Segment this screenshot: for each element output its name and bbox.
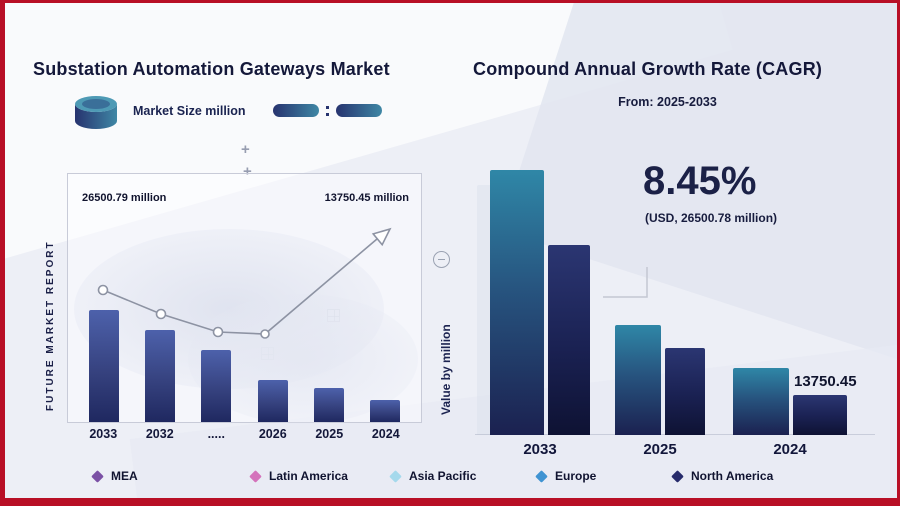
left-x-label: 2032: [145, 427, 174, 441]
legend-label: Latin America: [269, 469, 348, 483]
legend-diamond: [671, 469, 684, 483]
right-bar-2025-primary: [615, 325, 661, 435]
legend-diamond: [389, 469, 402, 483]
legend-item: MEA: [91, 469, 138, 483]
left-chart-annotation-right: 13750.45 million: [324, 192, 409, 204]
left-x-label: 2033: [89, 427, 118, 441]
left-x-label: .....: [207, 427, 225, 441]
left-bar-2033: [89, 310, 120, 422]
page-title-left: Substation Automation Gateways Market: [33, 59, 390, 79]
legend-item: North America: [671, 469, 774, 483]
legend-item: Asia Pacific: [389, 469, 477, 483]
legend-diamond: [91, 469, 104, 483]
right-chart-group: [490, 170, 590, 435]
left-bar-2032: [145, 330, 176, 422]
left-chart-annotation-left: 26500.79 million: [82, 192, 167, 204]
pill-shape-left: [273, 104, 319, 117]
legend-label: North America: [691, 469, 774, 483]
left-x-label: 2025: [315, 427, 344, 441]
cagr-note: (USD, 26500.78 million): [645, 211, 778, 225]
market-size-legend-label: Market Size million: [133, 104, 246, 118]
left-bar-2026: [257, 380, 288, 422]
left-bar-2025: [313, 388, 344, 422]
left-x-label: 2026: [258, 427, 287, 441]
right-x-label: 2025: [643, 441, 677, 458]
right-bar-2025-secondary: [665, 348, 705, 435]
left-bar-.....: [201, 350, 232, 422]
right-chart: 2033 2025 2024: [475, 163, 885, 458]
legend-diamond: [535, 469, 548, 483]
page-title-right: Compound Annual Growth Rate (CAGR): [473, 59, 823, 79]
watermark-vertical-text: FUTURE MARKET REPORT: [45, 240, 56, 411]
right-bar-2024-primary: [733, 368, 789, 435]
left-chart-frame: 26500.79 million 13750.45 million: [67, 172, 422, 424]
right-bar-2033-secondary: [548, 245, 590, 435]
left-chart-xlabels: 2033 2032..... 2026 2025 2024: [67, 427, 422, 441]
plus-icon: +: [243, 163, 252, 180]
right-chart-group: [733, 368, 847, 435]
pill-separator-dots: [326, 106, 330, 116]
right-chart-group: [615, 325, 705, 435]
pill-shape-right: [336, 104, 382, 117]
left-bar-2024: [369, 400, 400, 422]
cagr-subtitle: From: 2025-2033: [618, 95, 717, 109]
right-bar-2033-primary: [490, 170, 544, 435]
legend-label: MEA: [111, 469, 138, 483]
right-bar-2024-secondary: [793, 395, 847, 435]
plus-icon: +: [241, 141, 250, 158]
value-data-label: 13750.45: [794, 373, 857, 390]
cylinder-icon: [67, 93, 125, 138]
left-chart-bars: [68, 172, 421, 422]
legend-label: Asia Pacific: [409, 469, 477, 483]
value-axis-label: Value by million: [439, 324, 453, 415]
left-x-label: 2024: [371, 427, 400, 441]
step-line-decoration: [603, 267, 648, 298]
legend-item: Europe: [535, 469, 597, 483]
cagr-value: 8.45%: [643, 159, 757, 203]
minus-circle-icon: [433, 251, 450, 268]
legend-label: Europe: [555, 469, 597, 483]
trend-line-arrow: [97, 227, 392, 339]
legend-diamond: [249, 469, 262, 483]
right-x-label: 2024: [773, 441, 807, 458]
legend-item: Latin America: [249, 469, 348, 483]
right-x-label: 2033: [523, 441, 557, 458]
